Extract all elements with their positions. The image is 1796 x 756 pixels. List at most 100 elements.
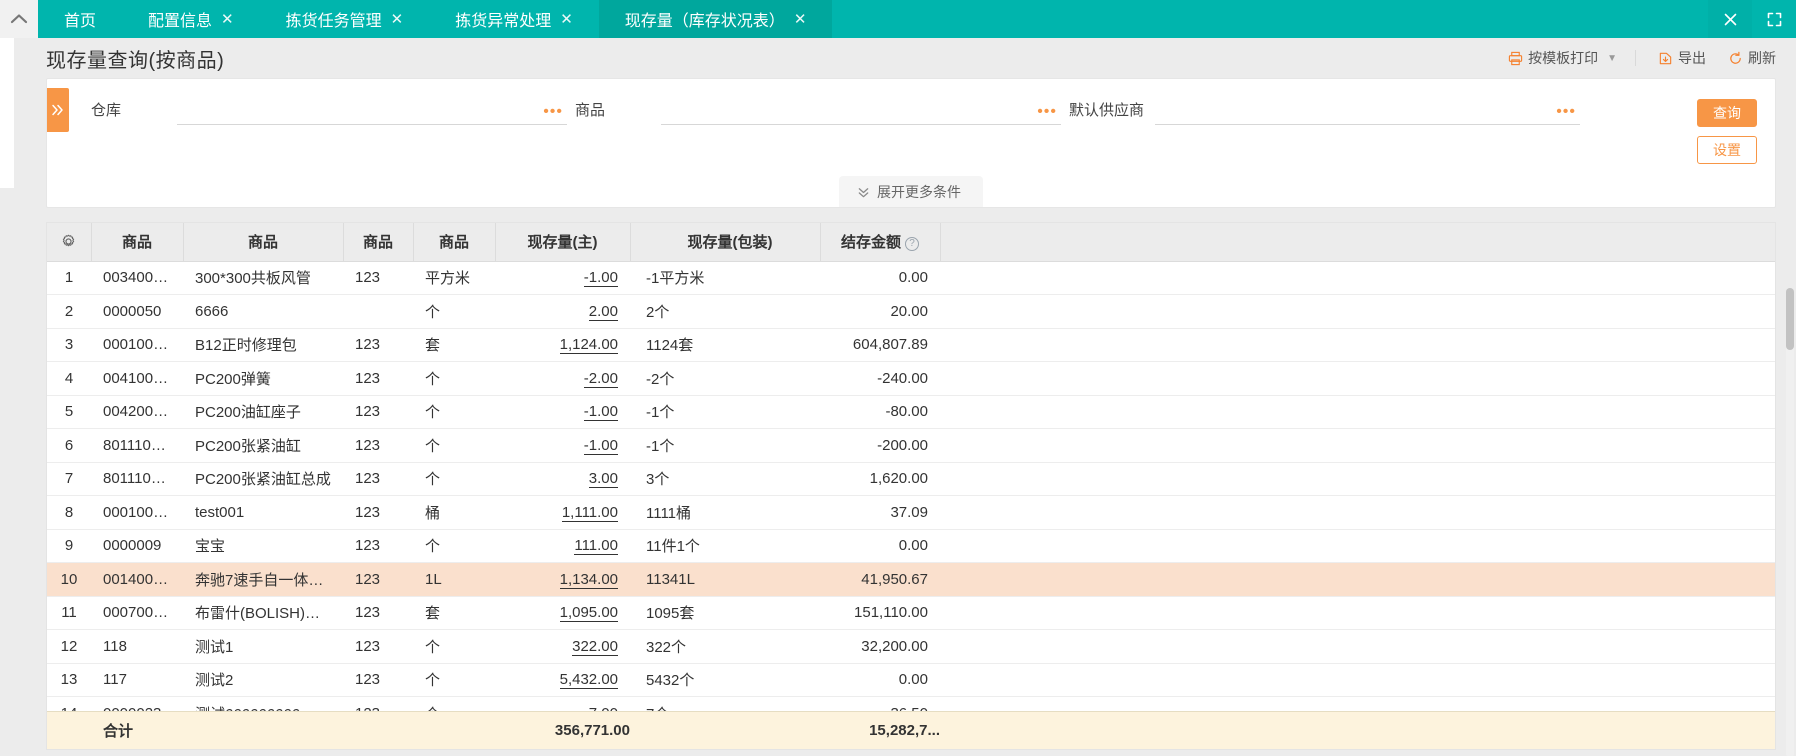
cell-stock-qty-main[interactable]: 1,124.00 [495,328,630,362]
cell-stock-qty-main[interactable]: 1,134.00 [495,562,630,597]
cell-stock-qty-main[interactable]: -1.00 [495,261,630,295]
default-supplier-input[interactable] [1155,97,1580,124]
stock-qty-link[interactable]: 2.00 [588,302,618,321]
cell-stock-qty-package: 11341L [630,562,820,597]
stock-qty-link[interactable]: 1,095.00 [559,604,618,623]
default-supplier-control: ••• [1155,97,1580,125]
cell-filler [940,361,1775,396]
table-row[interactable]: 11 000700003 布雷什(BOLISH)五... 123 套 1,095.00 10… [47,596,1775,630]
cell-product-spec: 123 [343,261,413,295]
warehouse-picker-ellipsis-icon[interactable]: ••• [543,103,563,120]
cell-filler [940,562,1775,597]
cell-stock-qty-main[interactable]: -1.00 [495,395,630,429]
cell-stock-qty-main[interactable]: 5,432.00 [495,663,630,697]
cell-product-unit: 个 [413,428,495,463]
tab-current-stock[interactable]: 现存量（库存状况表） ✕ [598,0,833,38]
stock-qty-link[interactable]: -1.00 [583,269,618,288]
cell-stock-qty-main[interactable]: 3.00 [495,462,630,496]
tab-picking-task-management[interactable]: 拣货任务管理 ✕ [260,0,430,38]
stock-qty-link[interactable]: 111.00 [574,537,618,556]
table-row[interactable]: 8 000100001 test001 123 桶 1,111.00 1111桶 37.09 [47,495,1775,530]
cell-product-name: test001 [183,495,343,530]
header-product-name[interactable]: 商品 [183,223,344,262]
cell-stock-qty-main[interactable]: -1.00 [495,428,630,463]
row-index: 5 [47,395,91,429]
stock-qty-link[interactable]: 3.00 [588,470,618,489]
cell-stock-qty-main[interactable]: 322.00 [495,629,630,664]
cell-product-code: 117 [91,663,183,697]
cell-stock-qty-main[interactable]: -2.00 [495,361,630,396]
help-icon[interactable]: ? [905,237,919,252]
cell-product-name: 300*300共板风管 [183,261,343,295]
product-input[interactable] [661,97,1061,124]
cell-product-code: 0000009 [91,529,183,563]
cell-filler [940,261,1775,295]
cell-balance-amount: 604,807.89 [820,328,940,362]
tab-close-icon[interactable]: ✕ [793,9,807,28]
cell-balance-amount: 0.00 [820,663,940,697]
collapse-menu-button[interactable] [0,0,38,38]
header-row: 商品 商品 商品 商品 现存量(主) 现存量(包装) 结存金额? [47,223,1775,262]
window-restore-button[interactable] [1752,0,1796,38]
header-balance-amount[interactable]: 结存金额? [820,223,941,262]
cell-stock-qty-main[interactable]: 111.00 [495,529,630,563]
stock-qty-link[interactable]: 1,134.00 [559,570,618,589]
default-supplier-picker-ellipsis-icon[interactable]: ••• [1556,103,1576,120]
table-row[interactable]: 2 0000050 6666 个 2.00 2个 20.00 [47,294,1775,329]
header-product-spec[interactable]: 商品 [343,223,414,262]
cell-filler [940,495,1775,530]
filter-sidebar-toggle[interactable] [47,88,69,132]
table-row[interactable]: 6 8011100... PC200张紧油缸 123 个 -1.00 -1个 -200.00 [47,428,1775,463]
stock-qty-link[interactable]: 1,111.00 [561,503,618,522]
header-product-unit[interactable]: 商品 [413,223,496,262]
header-stock-qty-main[interactable]: 现存量(主) [495,223,631,262]
double-chevron-down-icon [858,187,869,197]
cell-product-code: 8011100... [91,462,183,496]
tab-close-icon[interactable]: ✕ [221,9,234,28]
chevron-down-icon[interactable]: ▼ [1607,52,1617,64]
print-by-template-button[interactable]: 按模板打印 ▼ [1508,48,1617,68]
query-button[interactable]: 查询 [1697,99,1757,127]
column-settings-header[interactable] [47,223,92,262]
scrollbar-thumb[interactable] [1786,288,1794,350]
total-label: 合计 [103,723,134,740]
warehouse-label: 仓库 [91,102,122,119]
cell-product-code: 000700003 [91,596,183,630]
stock-qty-link[interactable]: -2.00 [583,369,618,388]
product-picker-ellipsis-icon[interactable]: ••• [1037,103,1057,120]
tab-home[interactable]: 首页 [38,0,122,38]
tab-picking-exception-handling[interactable]: 拣货异常处理 ✕ [429,0,599,38]
vertical-scrollbar[interactable] [1786,288,1794,756]
table-row[interactable]: 4 004100001 PC200弹簧 123 个 -2.00 -2个 -240.00 [47,361,1775,396]
cell-product-unit: 个 [413,462,495,496]
table-row[interactable]: 10 001400001 奔驰7速手自一体变... 123 1L 1,134.00 1134… [47,562,1775,597]
table-row[interactable]: 1 003400002 300*300共板风管 123 平方米 -1.00 -1平方米 0.0… [47,261,1775,295]
tab-close-icon[interactable]: ✕ [390,9,404,28]
cell-stock-qty-main[interactable]: 2.00 [495,294,630,329]
stock-qty-link[interactable]: -1.00 [583,403,618,422]
stock-qty-link[interactable]: 1,124.00 [559,336,618,355]
refresh-button[interactable]: 刷新 [1728,48,1776,68]
export-button[interactable]: 导出 [1658,48,1706,68]
warehouse-input[interactable] [177,97,567,124]
header-product-code[interactable]: 商品 [91,223,184,262]
cell-stock-qty-main[interactable]: 1,111.00 [495,495,630,530]
window-close-button[interactable] [1708,0,1752,38]
stock-qty-link[interactable]: -1.00 [583,436,618,455]
cell-stock-qty-package: -1平方米 [630,261,820,295]
tab-config-info[interactable]: 配置信息 ✕ [122,0,260,38]
table-row[interactable]: 7 8011100... PC200张紧油缸总成 123 个 3.00 3个 1,620.00 [47,462,1775,496]
table-row[interactable]: 5 004200001 PC200油缸座子 123 个 -1.00 -1个 -80.00 [47,395,1775,429]
expand-more-conditions-button[interactable]: 展开更多条件 [839,176,983,207]
table-row[interactable]: 13 117 测试2 123 个 5,432.00 5432个 0.00 [47,663,1775,697]
table-row[interactable]: 12 118 测试1 123 个 322.00 322个 32,200.00 [47,629,1775,664]
stock-qty-link[interactable]: 5,432.00 [559,671,618,690]
table-row[interactable]: 3 000100002 B12正时修理包 123 套 1,124.00 1124套 604,8… [47,328,1775,362]
gear-icon[interactable] [53,234,85,249]
header-stock-qty-package[interactable]: 现存量(包装) [630,223,821,262]
tab-close-icon[interactable]: ✕ [560,9,573,28]
cell-stock-qty-main[interactable]: 1,095.00 [495,596,630,630]
settings-button[interactable]: 设置 [1697,136,1757,164]
stock-qty-link[interactable]: 322.00 [572,637,618,656]
table-row[interactable]: 9 0000009 宝宝 123 个 111.00 11件1个 0.00 [47,529,1775,563]
